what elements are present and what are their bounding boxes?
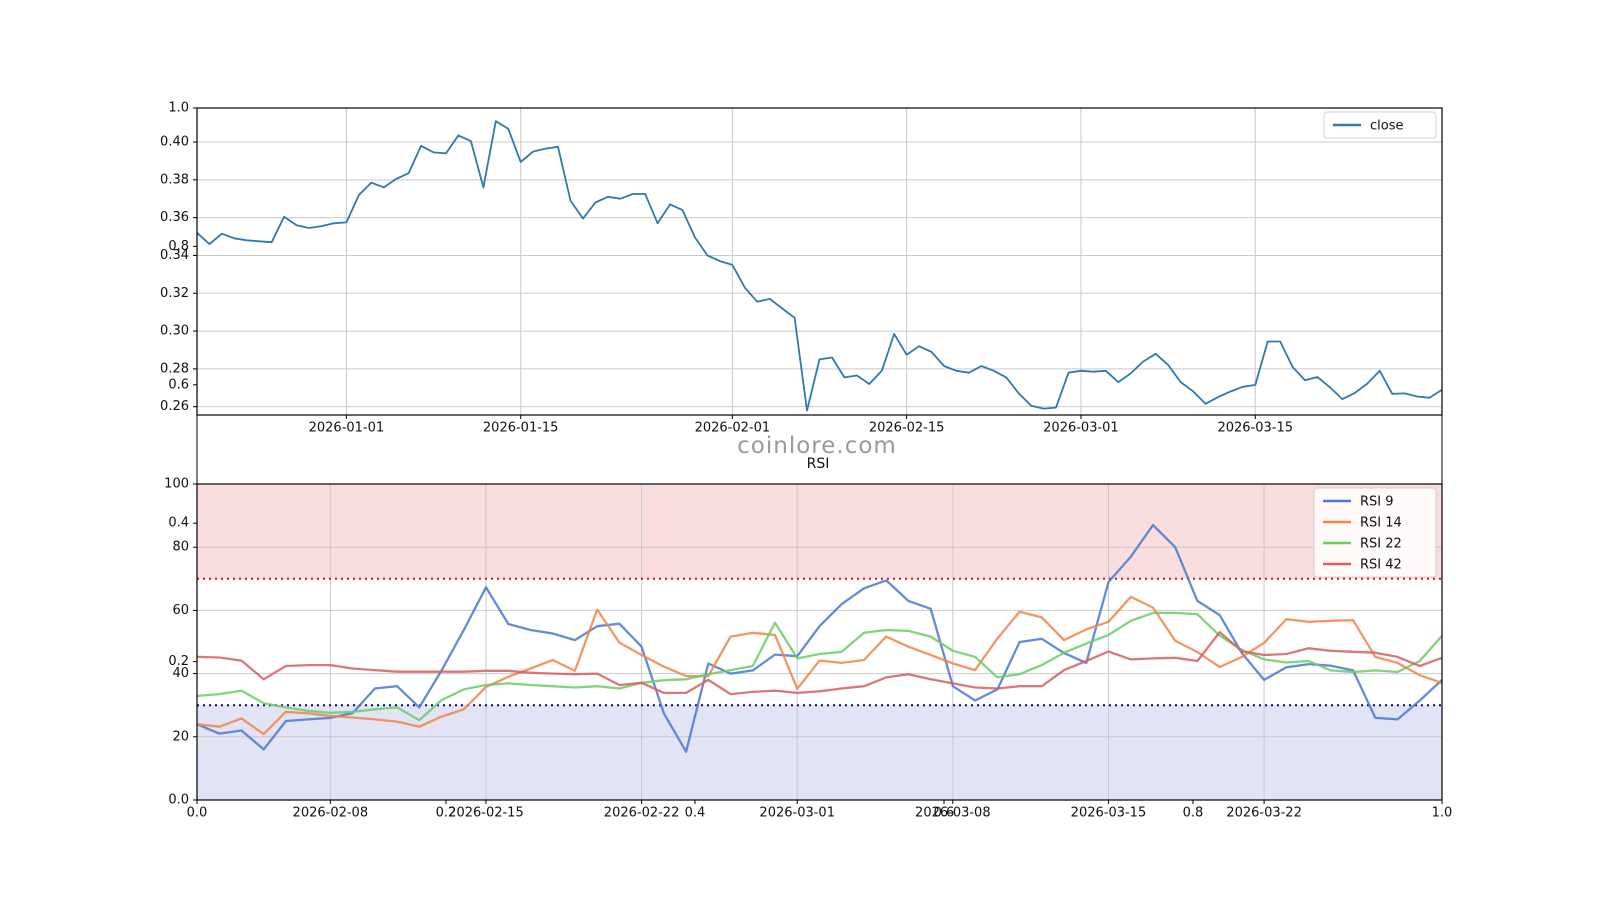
tick-label: 40	[172, 666, 189, 681]
rsi-panel: 2026-02-08 2026-02-15 2026-02-22 2026-03-01…	[164, 477, 1443, 821]
tick-label: 2026-02-22	[604, 806, 680, 821]
tick-label: 1.0	[1432, 806, 1453, 821]
tick-label: 2026-01-15	[483, 421, 559, 436]
tick-label: 0.26	[160, 399, 189, 414]
tick-label: 2026-03-15	[1217, 421, 1293, 436]
rsi-14-line	[196, 595, 1443, 736]
tick-label: 0.0	[168, 793, 189, 808]
tick-label: 2026-02-15	[869, 421, 945, 436]
outer-axis: 0.0 0.2 0.4 0.6 0.8 1.0 0.0 0.2 0.4 0.6 0.8 1.0	[168, 101, 1452, 821]
tick-label: 0.8	[168, 239, 189, 254]
tick-label: 2026-03-08	[915, 806, 991, 821]
tick-label: 0.30	[160, 324, 189, 339]
tick-label: RSI 42	[1360, 558, 1402, 573]
tick-label: RSI 14	[1360, 516, 1402, 531]
tick-label: RSI 9	[1360, 495, 1394, 510]
tick-label: 0.32	[160, 286, 189, 301]
legend-box	[1313, 487, 1437, 578]
price-panel: 2026-01-01 2026-01-15 2026-02-01 2026-02-15…	[160, 107, 1443, 436]
tick-label: 2026-02-08	[293, 806, 369, 821]
tick-label: 20	[172, 729, 189, 744]
axis-ticks: 2026-02-08 2026-02-15 2026-02-22 2026-03-01…	[164, 477, 1302, 821]
tick-label: 0.4	[685, 806, 706, 821]
tick-label: 0.36	[160, 210, 189, 225]
legend-box	[1323, 111, 1437, 139]
tick-label: 2026-03-22	[1226, 806, 1302, 821]
legend: close	[1323, 111, 1437, 139]
tick-label: close	[1370, 119, 1403, 134]
tick-label: 2026-03-01	[1043, 421, 1119, 436]
tick-label: 0.2	[168, 654, 189, 669]
overbought-band	[197, 484, 1442, 579]
tick-label: 0.6	[168, 377, 189, 392]
rsi-42-line	[196, 631, 1443, 696]
tick-label: 2026-03-01	[759, 806, 835, 821]
rsi-9-line	[196, 523, 1443, 753]
tick-label: 2026-02-15	[448, 806, 524, 821]
tick-label: 0.4	[168, 516, 189, 531]
tick-label: 0.2	[436, 806, 457, 821]
tick-label: 2026-03-15	[1071, 806, 1147, 821]
tick-label: 0.8	[1183, 806, 1204, 821]
watermark: coinlore.com	[737, 433, 897, 459]
tick-label: 0.40	[160, 135, 189, 150]
axis-ticks: 2026-01-01 2026-01-15 2026-02-01 2026-02-15…	[160, 135, 1293, 436]
tick-label: 1.0	[168, 101, 189, 116]
tick-label: 0.38	[160, 172, 189, 187]
close-line	[196, 120, 1443, 412]
tick-label: 100	[164, 477, 189, 492]
tick-label: 2026-01-01	[309, 421, 385, 436]
tick-label: 2026-02-01	[695, 421, 771, 436]
tick-label: 60	[172, 603, 189, 618]
tick-label: 80	[172, 540, 189, 555]
tick-label: 0.34	[160, 248, 189, 263]
gridlines	[197, 108, 1442, 415]
tick-label: 0.0	[187, 806, 208, 821]
tick-label: RSI 22	[1360, 537, 1402, 552]
legend: RSI 9 RSI 14 RSI 22 RSI 42	[1313, 487, 1437, 578]
rsi-22-line	[196, 611, 1443, 722]
tick-label: 0.28	[160, 361, 189, 376]
oversold-band	[197, 705, 1442, 800]
rsi-panel-title: RSI	[806, 456, 830, 472]
tick-label: 0.6	[934, 806, 955, 821]
